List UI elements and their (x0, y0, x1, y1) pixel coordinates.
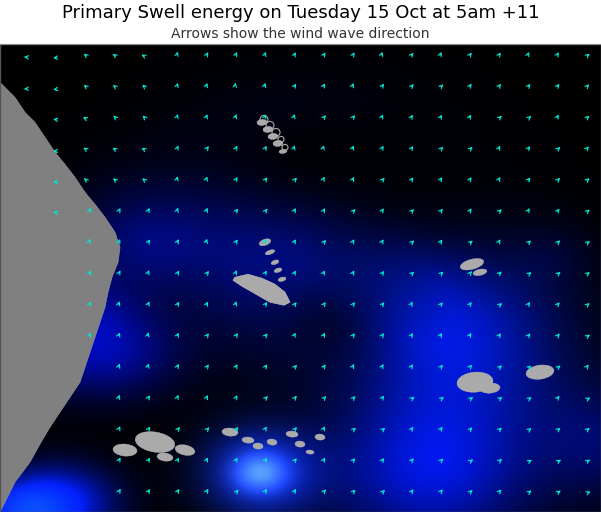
Ellipse shape (259, 239, 270, 246)
Polygon shape (0, 45, 120, 512)
Ellipse shape (157, 453, 173, 461)
Ellipse shape (279, 150, 287, 154)
Ellipse shape (265, 250, 275, 255)
Ellipse shape (480, 383, 500, 393)
Ellipse shape (222, 428, 238, 436)
Ellipse shape (257, 119, 267, 125)
Ellipse shape (278, 277, 286, 282)
Ellipse shape (295, 441, 305, 447)
Ellipse shape (253, 443, 263, 449)
Text: Arrows show the wind wave direction: Arrows show the wind wave direction (171, 27, 430, 41)
Ellipse shape (263, 126, 273, 133)
Ellipse shape (473, 269, 487, 275)
Ellipse shape (457, 372, 493, 392)
Text: Primary Swell energy on Tuesday 15 Oct at 5am +11: Primary Swell energy on Tuesday 15 Oct a… (62, 4, 539, 22)
Ellipse shape (242, 437, 254, 443)
Ellipse shape (460, 259, 484, 270)
Ellipse shape (271, 260, 279, 265)
Ellipse shape (113, 444, 137, 456)
Ellipse shape (315, 434, 325, 440)
Ellipse shape (267, 439, 277, 445)
Polygon shape (233, 274, 290, 305)
Ellipse shape (286, 431, 298, 437)
Ellipse shape (135, 432, 175, 453)
Ellipse shape (268, 134, 278, 139)
Ellipse shape (526, 365, 554, 379)
Ellipse shape (306, 450, 314, 454)
Ellipse shape (175, 445, 195, 455)
Ellipse shape (273, 140, 283, 146)
Ellipse shape (274, 268, 282, 272)
